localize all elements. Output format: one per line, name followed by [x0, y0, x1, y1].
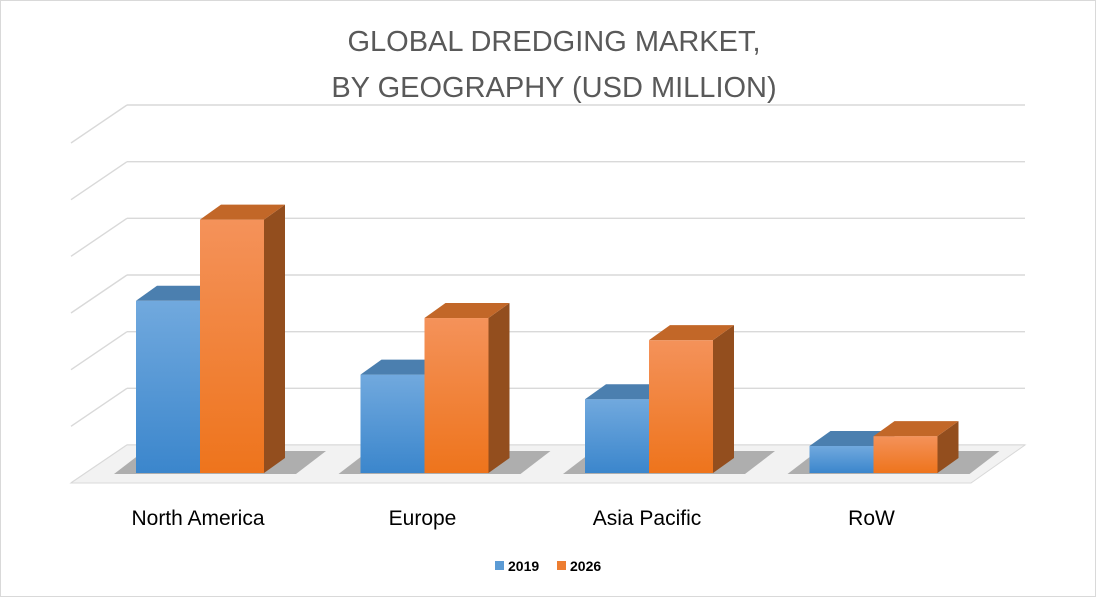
legend-item-2026: 2026 [557, 558, 601, 574]
bar-top-face [873, 421, 959, 437]
category-label: North America [131, 507, 264, 530]
plot-area [69, 104, 1027, 484]
side-wall-gridline [70, 161, 128, 201]
side-wall-gridline [70, 274, 128, 314]
side-wall-gridline [70, 387, 128, 427]
bar-front-face [585, 399, 649, 473]
bar-top-face [360, 359, 446, 375]
bar-front-face [809, 445, 874, 473]
bar-front-face [873, 436, 938, 473]
legend: 2019 2026 [495, 558, 601, 574]
legend-swatch [495, 561, 504, 570]
bar-2026-europe [424, 303, 510, 473]
bar-top-face [200, 204, 285, 220]
bar-side-face [264, 204, 285, 473]
bar-front-face [200, 219, 264, 473]
category-label: Asia Pacific [593, 507, 702, 530]
legend-label: 2019 [508, 558, 539, 574]
bar-side-face [937, 421, 959, 473]
legend-item-2019: 2019 [495, 558, 539, 574]
chart-floor [69, 444, 1027, 484]
legend-swatch [557, 561, 566, 570]
bar-top-face [649, 325, 734, 341]
chart-title-line-2: BY GEOGRAPHY (USD MILLION) [331, 72, 776, 104]
bar-front-face [136, 300, 200, 473]
bar-top-face [424, 303, 510, 319]
category-label: Europe [389, 507, 457, 530]
side-wall-gridline [70, 331, 128, 371]
side-wall-gridline [70, 217, 128, 257]
side-wall-gridline [70, 104, 128, 144]
bar-top-face [585, 384, 670, 400]
bar-2026-asia-pacific [649, 325, 734, 473]
bar-2026-row [873, 421, 959, 473]
category-axis-labels: North America Europe Asia Pacific RoW [131, 507, 895, 530]
bar-front-face [649, 340, 713, 473]
bar-front-face [424, 318, 489, 473]
bar-side-face [713, 325, 734, 473]
bar-2026-north-america [200, 204, 285, 473]
bar-top-face [136, 285, 221, 301]
bar-side-face [488, 303, 510, 473]
category-label: RoW [848, 507, 895, 530]
chart-title-line-1: GLOBAL DREDGING MARKET, [347, 26, 760, 58]
legend-label: 2026 [570, 558, 601, 574]
bar-top-face [809, 430, 895, 446]
bar-front-face [360, 374, 425, 473]
